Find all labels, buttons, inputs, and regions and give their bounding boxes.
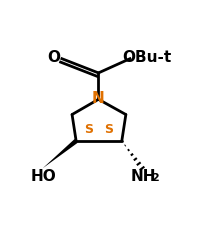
Text: S: S [104, 123, 113, 136]
Text: N: N [92, 91, 104, 106]
Text: OBu-t: OBu-t [122, 50, 171, 65]
Text: S: S [83, 123, 92, 136]
Text: HO: HO [31, 169, 56, 184]
Text: NH: NH [130, 169, 155, 184]
Text: 2: 2 [150, 173, 158, 183]
Polygon shape [42, 139, 77, 168]
Text: O: O [47, 50, 60, 65]
